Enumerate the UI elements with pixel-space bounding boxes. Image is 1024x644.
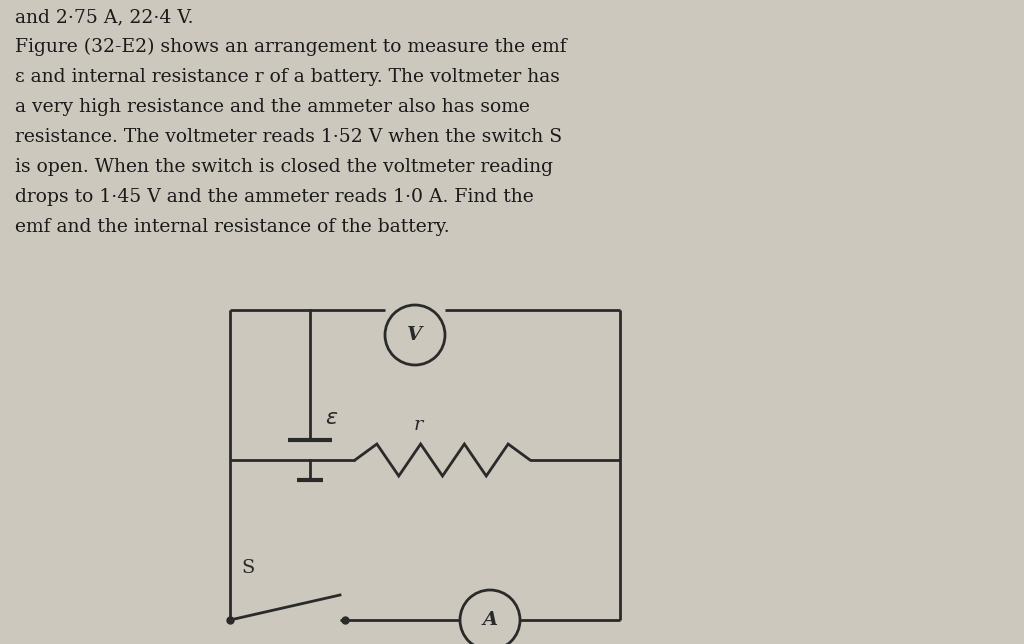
Text: A: A [482, 611, 498, 629]
Text: r: r [414, 416, 423, 434]
Text: and 2·75 A, 22·4 V.: and 2·75 A, 22·4 V. [15, 8, 194, 26]
Text: a very high resistance and the ammeter also has some: a very high resistance and the ammeter a… [15, 98, 529, 116]
Text: $\varepsilon$: $\varepsilon$ [325, 407, 338, 429]
Text: ε and internal resistance r of a battery. The voltmeter has: ε and internal resistance r of a battery… [15, 68, 560, 86]
Text: S: S [242, 559, 255, 577]
Text: is open. When the switch is closed the voltmeter reading: is open. When the switch is closed the v… [15, 158, 553, 176]
Text: Figure (32-E2) shows an arrangement to measure the emf: Figure (32-E2) shows an arrangement to m… [15, 38, 566, 56]
Text: drops to 1·45 V and the ammeter reads 1·0 A. Find the: drops to 1·45 V and the ammeter reads 1·… [15, 188, 534, 206]
Text: resistance. The voltmeter reads 1·52 V when the switch S: resistance. The voltmeter reads 1·52 V w… [15, 128, 562, 146]
Text: emf and the internal resistance of the battery.: emf and the internal resistance of the b… [15, 218, 450, 236]
Text: V: V [408, 326, 423, 344]
